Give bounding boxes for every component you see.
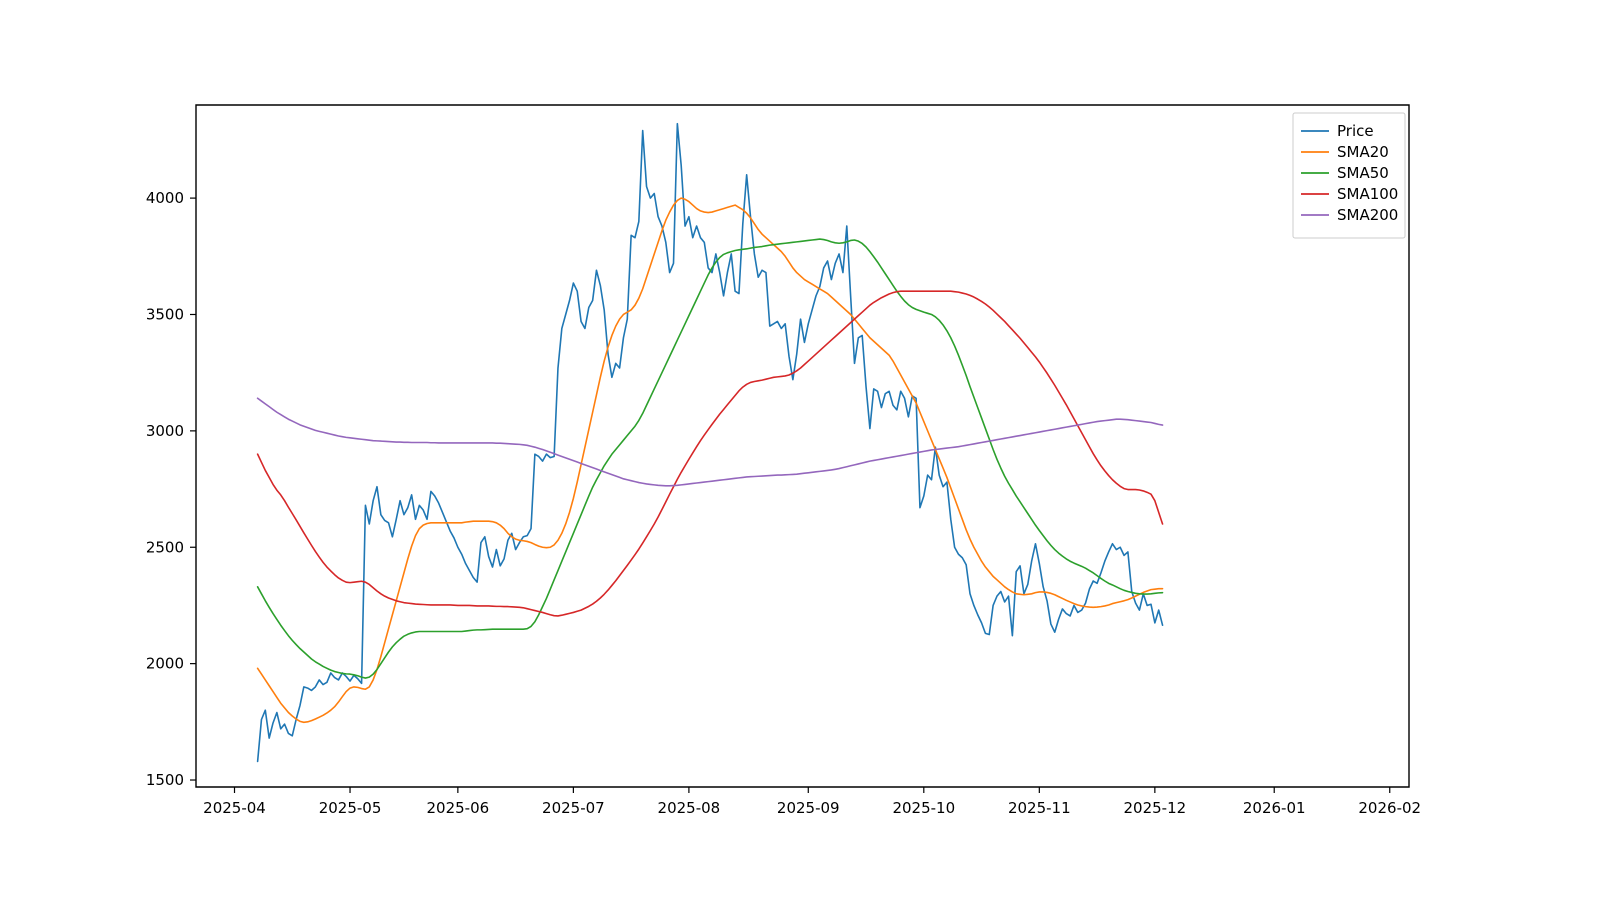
series-line-sma200	[256, 397, 1164, 487]
legend-label-price[interactable]: Price	[1337, 122, 1374, 140]
plot-frame	[195, 104, 1410, 788]
legend-label-sma100[interactable]: SMA100	[1337, 185, 1398, 203]
x-tick-label: 2025-12	[1124, 799, 1187, 817]
y-tick-label: 2500	[146, 538, 184, 556]
series-group	[256, 122, 1164, 763]
x-tick-label: 2025-11	[1008, 799, 1071, 817]
x-tick-label: 2025-10	[892, 799, 955, 817]
axes-group: 1500 2000 2500 3000 3500 4000 2025-04 2025-05 20…	[146, 104, 1421, 817]
y-tick-label: 1500	[146, 771, 184, 789]
x-tick-label: 2026-01	[1243, 799, 1306, 817]
x-tick-label: 2026-02	[1358, 799, 1421, 817]
legend-group[interactable]: Price SMA20 SMA50 SMA100 SMA200	[1292, 112, 1406, 239]
x-tick-label: 2025-05	[319, 799, 382, 817]
series-line-sma20	[256, 197, 1164, 724]
legend-label-sma200[interactable]: SMA200	[1337, 206, 1398, 224]
y-tick-label: 4000	[146, 189, 184, 207]
y-tick-label: 2000	[146, 655, 184, 673]
x-tick-label: 2025-04	[203, 799, 266, 817]
x-tick-label: 2025-08	[658, 799, 721, 817]
x-tick-label: 2025-07	[542, 799, 605, 817]
x-tick-label: 2025-06	[427, 799, 490, 817]
y-tick-label: 3500	[146, 305, 184, 323]
legend-box	[1292, 112, 1406, 239]
y-tick-label: 3000	[146, 422, 184, 440]
legend-label-sma20[interactable]: SMA20	[1337, 143, 1389, 161]
x-tick-label: 2025-09	[777, 799, 840, 817]
legend-label-sma50[interactable]: SMA50	[1337, 164, 1389, 182]
series-line-sma50	[256, 238, 1164, 679]
series-line-sma100	[256, 290, 1164, 617]
